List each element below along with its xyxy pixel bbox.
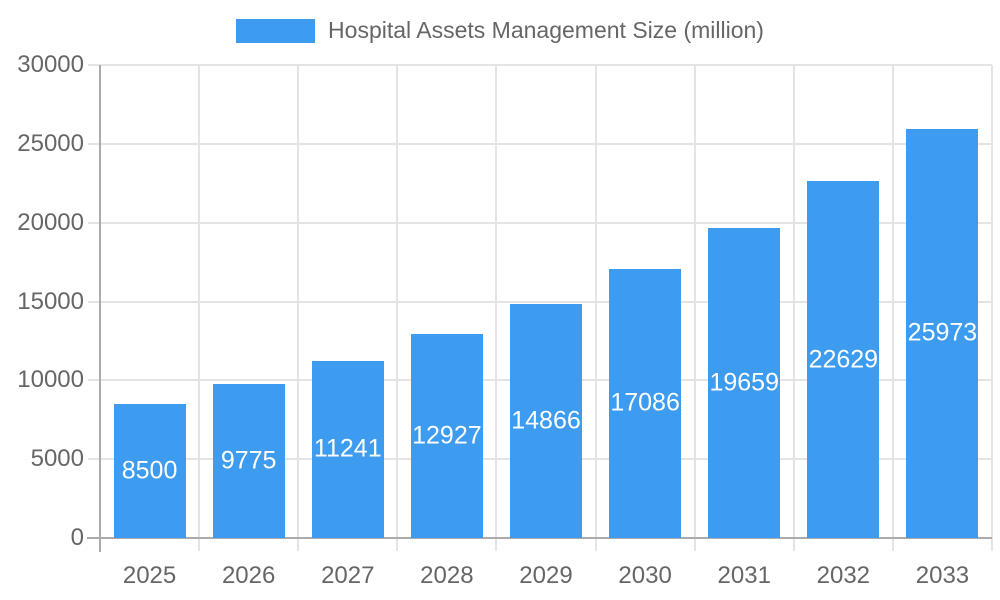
x-gridline: [594, 65, 597, 538]
x-axis-tick: [792, 538, 795, 551]
bar-value-label: 8500: [121, 456, 178, 485]
y-axis-tick: [88, 64, 100, 66]
legend-item[interactable]: Hospital Assets Management Size (million…: [0, 17, 1000, 44]
y-axis-tick-label: 5000: [30, 445, 84, 473]
bar-2025[interactable]: 8500: [113, 403, 186, 538]
x-axis-tick-label: 2030: [618, 562, 672, 589]
y-gridline: [100, 64, 992, 66]
x-gridline: [891, 65, 894, 538]
x-axis-tick-label: 2026: [221, 562, 276, 589]
x-axis-tick-label: 2028: [420, 562, 474, 589]
x-axis-tick-label: 2033: [915, 562, 970, 589]
bar-2031[interactable]: 19659: [708, 228, 781, 538]
bar-2029[interactable]: 14866: [510, 303, 582, 538]
x-axis-tick: [297, 538, 300, 551]
x-gridline: [198, 65, 201, 538]
y-axis-tick-label: 0: [70, 524, 84, 551]
x-gridline: [693, 65, 696, 538]
y-axis-tick: [88, 300, 100, 303]
x-gridline: [792, 65, 795, 538]
x-gridline: [297, 65, 300, 538]
x-axis-line: [87, 537, 992, 539]
bar-value-label: 19659: [709, 368, 779, 397]
bar-value-label: 25973: [907, 318, 978, 347]
x-axis-tick: [891, 538, 894, 551]
y-axis-tick: [88, 221, 100, 224]
bar-2033[interactable]: 25973: [906, 128, 979, 538]
y-axis-tick: [88, 458, 100, 461]
x-axis-tick-label: 2029: [519, 562, 573, 589]
bar-2027[interactable]: 11241: [311, 360, 384, 538]
x-axis-tick-label: 2031: [717, 562, 771, 589]
y-axis-tick-label: 10000: [17, 366, 84, 394]
legend-swatch: [236, 18, 316, 43]
y-axis-tick-label: 25000: [17, 129, 84, 157]
bar-2026[interactable]: 9775: [212, 383, 285, 538]
x-axis-tick: [693, 538, 696, 551]
plot-area: 0 5000 10000 15000 20000 25000 30000 8500 9775 11…: [17, 51, 993, 589]
bar-2032[interactable]: 22629: [807, 181, 880, 538]
legend-label: Hospital Assets Management Size (million…: [328, 17, 764, 43]
y-axis-tick-label: 30000: [17, 51, 84, 78]
x-axis-tick: [198, 538, 201, 551]
x-axis-tick-label: 2032: [816, 562, 871, 589]
bar-value-label: 11241: [313, 434, 382, 463]
y-gridline: [100, 221, 992, 224]
y-axis-tick: [88, 142, 100, 145]
bar-value-label: 9775: [220, 446, 277, 475]
bar-value-label: 12927: [412, 421, 482, 450]
y-gridline: [100, 300, 992, 303]
bar-value-label: 22629: [808, 345, 879, 374]
x-axis-tick: [396, 538, 399, 551]
y-gridline: [100, 142, 992, 145]
x-axis-tick: [594, 538, 597, 551]
x-axis-tick-label: 2025: [122, 562, 177, 589]
x-gridline: [396, 65, 399, 538]
x-gridline: [991, 65, 993, 538]
y-axis-tick-label: 15000: [17, 287, 84, 315]
bar-value-label: 17086: [610, 388, 680, 417]
x-gridline: [495, 65, 498, 538]
x-axis-tick-label: 2027: [321, 562, 375, 589]
y-axis-tick-label: 20000: [17, 208, 84, 236]
x-axis-tick: [991, 538, 993, 551]
x-axis-tick: [495, 538, 498, 551]
bar-2028[interactable]: 12927: [410, 334, 483, 538]
y-axis-tick: [88, 379, 100, 382]
bar-value-label: 14866: [511, 406, 581, 435]
bar-2030[interactable]: 17086: [609, 268, 682, 538]
y-axis-line: [99, 65, 101, 552]
